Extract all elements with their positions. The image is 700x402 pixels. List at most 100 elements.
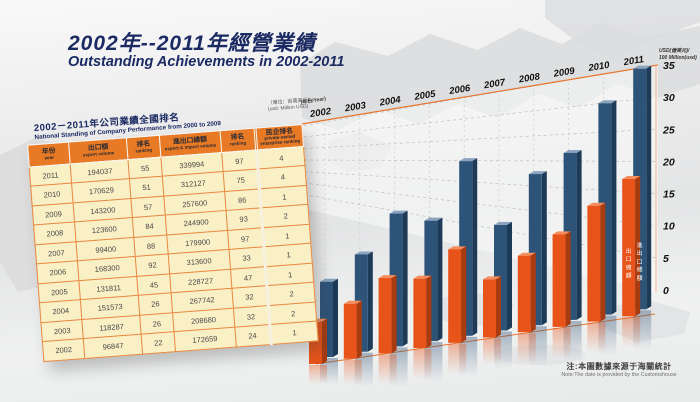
bar-export-2006-top <box>448 246 467 250</box>
bar-export-2003-top <box>343 300 362 304</box>
table-cell: 51 <box>129 176 164 199</box>
y-tick-20: 20 <box>662 156 675 168</box>
source-note: 注:本圖數據來源于海關統計 Note:The date is provided … <box>540 361 698 378</box>
bar-export-2009 <box>552 234 566 327</box>
bar-export-2007 <box>483 279 496 338</box>
bar-export-2004-side <box>391 275 397 354</box>
reflection-export <box>378 354 397 385</box>
year-label-2009: 2009 <box>552 65 576 79</box>
bar-export-2010-side <box>600 202 606 322</box>
bar-export-2006-side <box>461 246 467 343</box>
table-cell: 57 <box>130 195 166 218</box>
bar-export-2003 <box>343 303 357 359</box>
year-label-2008: 2008 <box>517 71 541 85</box>
table-cell: 84 <box>132 215 167 238</box>
reflection-export <box>448 343 467 374</box>
bar-export-2009-top <box>552 231 571 235</box>
bar-total-2005-side <box>437 217 443 342</box>
reflection-export <box>552 327 571 358</box>
bar-export-2004 <box>378 278 392 354</box>
year-label-2011: 2011 <box>622 54 645 68</box>
table-cell: 22 <box>141 331 176 354</box>
bar-total-2007-side <box>507 221 512 331</box>
y-tick-25: 25 <box>662 124 675 136</box>
table-cell: 2002 <box>42 338 85 362</box>
bar-export-2008 <box>517 255 531 333</box>
svg-text:口: 口 <box>626 256 632 263</box>
source-note-zh: 注:本圖數據來源于海關統計 <box>566 362 672 371</box>
table-cell: 96847 <box>83 334 143 359</box>
bar-total-2008-side <box>541 171 547 326</box>
reflection-export <box>517 333 536 364</box>
reflection-export <box>413 349 432 380</box>
bar-total-2011-side <box>646 65 652 310</box>
y-tick-0: 0 <box>663 285 669 297</box>
performance-table: 年份 year 出口額 export volume 排名 ranking 進出口總額 expo… <box>27 124 319 362</box>
year-axis-caption: (年份/Year) <box>300 95 326 106</box>
svg-text:進: 進 <box>637 241 643 249</box>
reflection-export <box>622 317 641 348</box>
table-cell: 24 <box>234 324 272 347</box>
column-header-ranking: 排名 ranking <box>126 135 161 160</box>
bar-export-2005-top <box>413 275 432 279</box>
bar-total-2010-top <box>598 100 617 104</box>
gridline-h <box>303 171 657 194</box>
bar-export-2006 <box>448 249 462 343</box>
table-cell: 45 <box>136 273 172 296</box>
bar-total-2009-top <box>563 149 582 153</box>
svg-text:額: 額 <box>637 274 643 282</box>
y-tick-15: 15 <box>663 189 675 201</box>
source-note-en: Note:The date is provided by the Customs… <box>561 372 677 378</box>
y-tick-35: 35 <box>663 60 675 72</box>
bar-export-2007-side <box>496 276 501 338</box>
bar-export-2010-top <box>587 202 606 206</box>
column-header-ranking: 排名 ranking <box>219 128 257 153</box>
table-cell: 92 <box>135 254 170 277</box>
bar-total-2008-top <box>528 171 547 175</box>
table-cell: 55 <box>127 156 163 179</box>
year-axis-line <box>301 64 659 125</box>
bar-export-2003-side <box>356 300 362 359</box>
bar-total-2003-side <box>367 251 373 352</box>
reflection-export <box>309 365 327 384</box>
year-label-2004: 2004 <box>378 94 402 108</box>
y-tick-5: 5 <box>663 253 669 265</box>
table-cell: 26 <box>138 293 173 315</box>
bar-export-2008-side <box>530 252 536 333</box>
gridline-h <box>303 159 657 162</box>
table-cell: 172659 <box>174 327 236 352</box>
value-axis-unit-line1: USD(億美元)/ <box>659 47 690 54</box>
bar-total-2009-side <box>576 149 582 320</box>
page-title: 2002年--2011年經營業績 Outstanding Achievement… <box>68 32 345 71</box>
bar-total-2002-top <box>320 278 338 282</box>
bar-export-2005 <box>413 278 427 349</box>
year-label-2010: 2010 <box>587 60 611 74</box>
year-label-2007: 2007 <box>482 77 506 91</box>
bar-total-2002-side <box>333 278 338 357</box>
svg-text:出: 出 <box>637 249 643 257</box>
bar-total-2006-side <box>472 158 478 336</box>
svg-text:總: 總 <box>626 263 632 271</box>
bar-export-2009-side <box>565 231 571 327</box>
gridline-h <box>303 128 657 149</box>
performance-table-body: 2011 194037 55 339994 97 4 2010 170629 51 312127 7… <box>29 146 319 362</box>
y-tick-10: 10 <box>663 221 675 233</box>
bar-total-2007-top <box>494 221 512 225</box>
reflection-export <box>587 322 606 353</box>
bar-total-2004-top <box>389 210 408 214</box>
bar-export-2005-side <box>426 275 432 349</box>
page-title-en: Outstanding Achievements in 2002-2011 <box>68 54 345 71</box>
ranking-table-block: 2002－2011年公司業績全國排名 National Standing of … <box>25 97 319 362</box>
table-cell: 26 <box>139 312 175 335</box>
bar-total-2010-side <box>611 100 617 315</box>
table-cell: 1 <box>270 321 319 345</box>
bar-export-2011-top <box>622 176 641 180</box>
bar-total-2005-top <box>424 217 443 221</box>
gridline-h <box>303 96 657 138</box>
bar-total-2011-top <box>633 65 652 69</box>
bar-export-2010 <box>587 205 601 322</box>
bar-export-2008-top <box>517 252 536 256</box>
bar-total-2004-side <box>402 210 408 347</box>
bar-export-2004-top <box>378 275 397 279</box>
